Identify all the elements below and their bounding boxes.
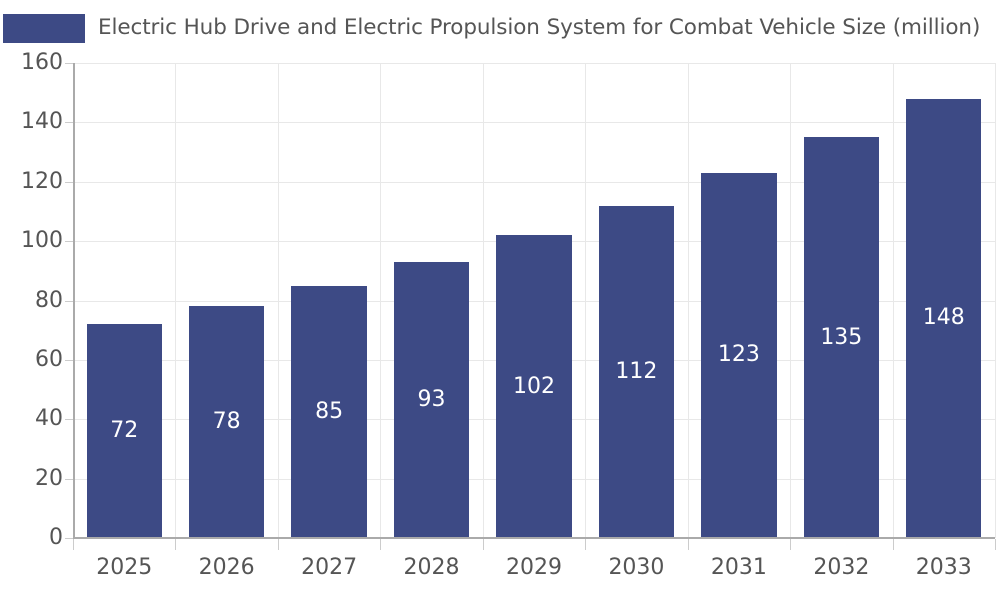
x-axis-tick-mark: [277, 539, 279, 550]
bar[interactable]: [86, 324, 162, 538]
y-axis-tick-mark: [65, 122, 73, 124]
y-axis-tick-label: 40: [35, 406, 63, 432]
x-axis-tick-mark: [687, 539, 689, 550]
y-axis-tick-label: 20: [35, 465, 63, 491]
y-axis-tick-mark: [65, 538, 73, 539]
y-axis-spine: [73, 63, 75, 539]
gridline-vertical: [380, 63, 382, 538]
y-axis-tick-label: 80: [35, 287, 63, 313]
bar-value-label: 123: [717, 342, 760, 368]
bar-value-label: 85: [315, 398, 344, 424]
gridline-vertical: [995, 63, 996, 538]
x-axis-tick-label: 2026: [198, 555, 255, 580]
legend-swatch-icon: [3, 13, 85, 43]
bar-value-label: 72: [110, 418, 139, 444]
x-axis-tick-label: 2033: [915, 555, 972, 580]
y-axis-tick-mark: [65, 300, 73, 302]
y-axis-tick-label: 140: [21, 109, 63, 135]
bar-value-label: 93: [417, 386, 446, 412]
gridline-vertical: [790, 63, 792, 538]
y-axis-tick-mark: [65, 419, 73, 421]
bar[interactable]: [496, 235, 572, 538]
gridline-vertical: [892, 63, 894, 538]
bar[interactable]: [598, 205, 675, 538]
gridline-vertical: [687, 63, 689, 538]
bar-value-label: 135: [820, 324, 863, 350]
x-axis-tick-label: 2029: [505, 555, 562, 580]
gridline-vertical: [277, 63, 279, 538]
bar-value-label: 78: [212, 409, 241, 435]
x-axis-spine: [73, 537, 995, 539]
x-axis-tick-label: 2032: [813, 555, 870, 580]
x-axis-tick-mark: [790, 539, 792, 550]
x-axis-tick-mark: [175, 539, 177, 550]
y-axis-tick-mark: [65, 478, 73, 480]
gridline-vertical: [175, 63, 177, 538]
legend-label: Electric Hub Drive and Electric Propulsi…: [98, 15, 981, 41]
x-axis-tick-label: 2030: [608, 555, 665, 580]
gridline-vertical: [585, 63, 587, 538]
y-axis-tick-mark: [65, 241, 73, 243]
y-axis-tick-mark: [65, 63, 73, 64]
x-axis-tick-label: 2031: [710, 555, 767, 580]
y-axis-tick-mark: [65, 359, 73, 361]
y-axis-tick-label: 120: [21, 168, 63, 194]
bar[interactable]: [701, 172, 777, 538]
y-axis-tick-mark: [65, 181, 73, 183]
gridline-horizontal: [73, 181, 995, 183]
x-axis-tick-mark: [73, 539, 74, 550]
bar-value-label: 112: [615, 358, 658, 384]
bar-value-label: 148: [922, 305, 965, 331]
y-axis-tick-label: 160: [21, 50, 63, 75]
y-axis-tick-label: 60: [35, 346, 63, 372]
plot-area: 72 78 85 93 102 112 123 135 148: [73, 63, 996, 539]
y-axis-tick-label: 0: [49, 525, 63, 550]
chart-legend: Electric Hub Drive and Electric Propulsi…: [0, 0, 1000, 56]
bar[interactable]: [291, 285, 367, 538]
bar[interactable]: [906, 98, 982, 538]
x-axis-tick-mark: [892, 539, 894, 550]
x-axis-tick-label: 2027: [301, 555, 358, 580]
x-axis-tick-mark: [585, 539, 587, 550]
bar[interactable]: [803, 137, 879, 538]
gridline-horizontal: [73, 63, 995, 64]
x-axis-tick-mark: [482, 539, 484, 550]
gridline-vertical: [482, 63, 484, 538]
x-axis-tick-label: 2025: [96, 555, 153, 580]
x-axis-tick-label: 2028: [403, 555, 460, 580]
gridline-horizontal: [73, 122, 995, 124]
bar-value-label: 102: [512, 373, 555, 399]
bar[interactable]: [393, 261, 470, 538]
x-axis-tick-mark: [380, 539, 382, 550]
y-axis-tick-label: 100: [21, 228, 63, 254]
x-axis-tick-mark: [995, 539, 996, 550]
bar[interactable]: [189, 306, 265, 538]
